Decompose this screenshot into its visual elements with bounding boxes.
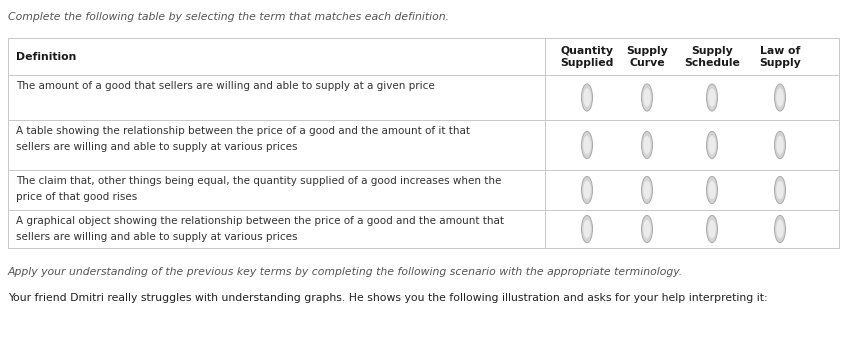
Ellipse shape [776, 136, 783, 154]
Ellipse shape [774, 84, 785, 111]
Ellipse shape [584, 136, 590, 154]
Ellipse shape [582, 215, 593, 243]
Ellipse shape [641, 84, 652, 111]
Ellipse shape [708, 181, 716, 199]
Text: Quantity
Supplied: Quantity Supplied [561, 46, 614, 68]
Ellipse shape [643, 220, 650, 238]
Text: A table showing the relationship between the price of a good and the amount of i: A table showing the relationship between… [16, 126, 470, 152]
Bar [8, 38, 839, 248]
Ellipse shape [706, 215, 717, 243]
Text: A graphical object showing the relationship between the price of a good and the : A graphical object showing the relations… [16, 216, 504, 243]
Ellipse shape [774, 176, 785, 204]
Ellipse shape [641, 215, 652, 243]
Text: The amount of a good that sellers are willing and able to supply at a given pric: The amount of a good that sellers are wi… [16, 81, 435, 91]
Text: Supply
Schedule: Supply Schedule [684, 46, 740, 68]
Ellipse shape [776, 88, 783, 107]
Ellipse shape [641, 176, 652, 204]
Ellipse shape [774, 215, 785, 243]
Text: Complete the following table by selecting the term that matches each definition.: Complete the following table by selectin… [8, 12, 449, 22]
Ellipse shape [582, 131, 593, 158]
Text: Law of
Supply: Law of Supply [759, 46, 801, 68]
Ellipse shape [641, 131, 652, 158]
Ellipse shape [643, 88, 650, 107]
Ellipse shape [584, 88, 590, 107]
Ellipse shape [584, 220, 590, 238]
Ellipse shape [584, 181, 590, 199]
Ellipse shape [708, 88, 716, 107]
Ellipse shape [643, 136, 650, 154]
Ellipse shape [708, 220, 716, 238]
Text: Supply
Curve: Supply Curve [626, 46, 668, 68]
Text: Definition: Definition [16, 52, 76, 62]
Ellipse shape [706, 131, 717, 158]
Text: Your friend Dmitri really struggles with understanding graphs. He shows you the : Your friend Dmitri really struggles with… [8, 293, 767, 303]
Ellipse shape [776, 220, 783, 238]
Ellipse shape [706, 176, 717, 204]
Text: Apply your understanding of the previous key terms by completing the following s: Apply your understanding of the previous… [8, 267, 684, 277]
Ellipse shape [706, 84, 717, 111]
Ellipse shape [643, 181, 650, 199]
Ellipse shape [708, 136, 716, 154]
Ellipse shape [774, 131, 785, 158]
Ellipse shape [582, 176, 593, 204]
Text: The claim that, other things being equal, the quantity supplied of a good increa: The claim that, other things being equal… [16, 176, 501, 202]
Ellipse shape [582, 84, 593, 111]
Ellipse shape [776, 181, 783, 199]
